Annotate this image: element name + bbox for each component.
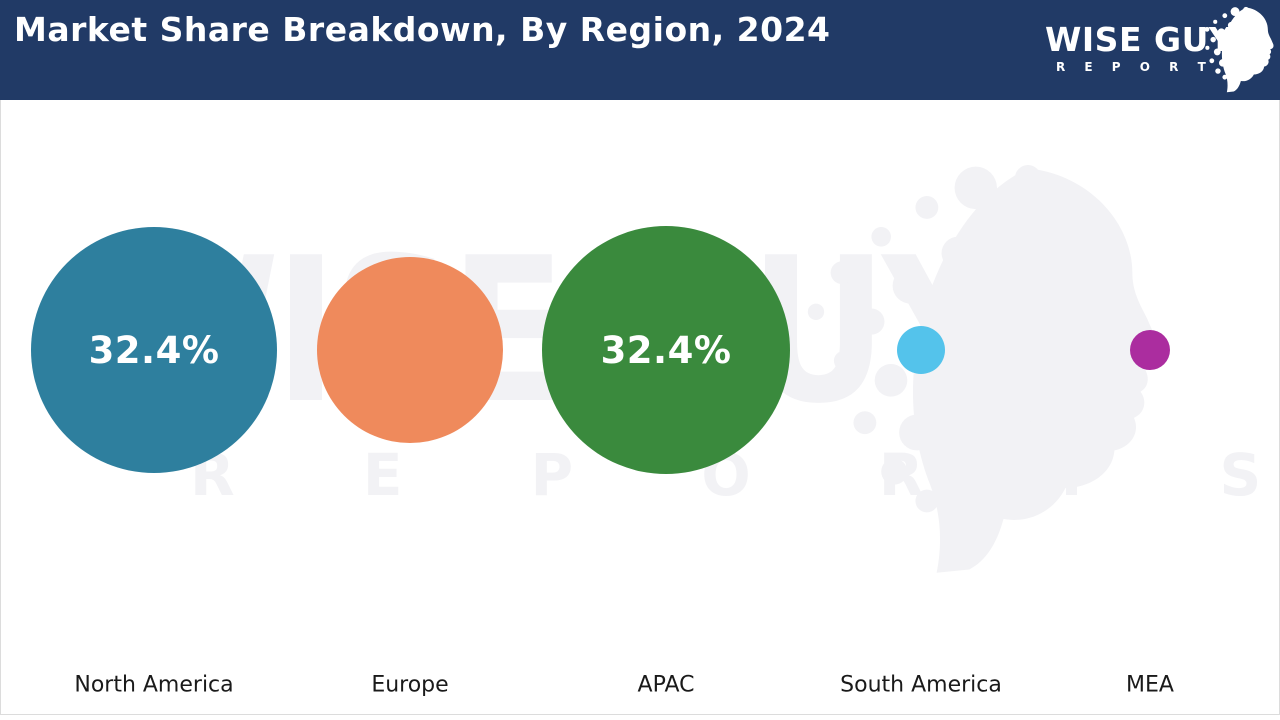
bubble-north-america: 32.4%	[31, 227, 277, 473]
category-label-south-america: South America	[840, 672, 1002, 698]
bubble-value-label: 32.4%	[600, 328, 732, 372]
category-label-north-america: North America	[74, 672, 234, 698]
bubble-south-america	[897, 326, 945, 374]
header-bar: Market Share Breakdown, By Region, 2024 …	[0, 0, 1280, 100]
bubble-apac: 32.4%	[542, 226, 790, 474]
category-label-mea: MEA	[1126, 672, 1174, 698]
logo-subtitle: R E P O R T S	[1056, 60, 1242, 74]
category-label-europe: Europe	[371, 672, 449, 698]
logo-wordmark: WISE GUY	[1045, 20, 1234, 59]
bubble-value-label: 32.4%	[88, 328, 220, 372]
bubble-europe	[317, 257, 503, 443]
chart-title: Market Share Breakdown, By Region, 2024	[14, 10, 831, 49]
bubble-mea	[1130, 330, 1170, 370]
wiseguy-logo: WISE GUY R E P O R T S	[1040, 0, 1280, 100]
logo-face-dots-icon	[1192, 4, 1274, 93]
watermark-face-dots-icon	[770, 152, 1162, 576]
category-label-apac: APAC	[637, 672, 695, 698]
